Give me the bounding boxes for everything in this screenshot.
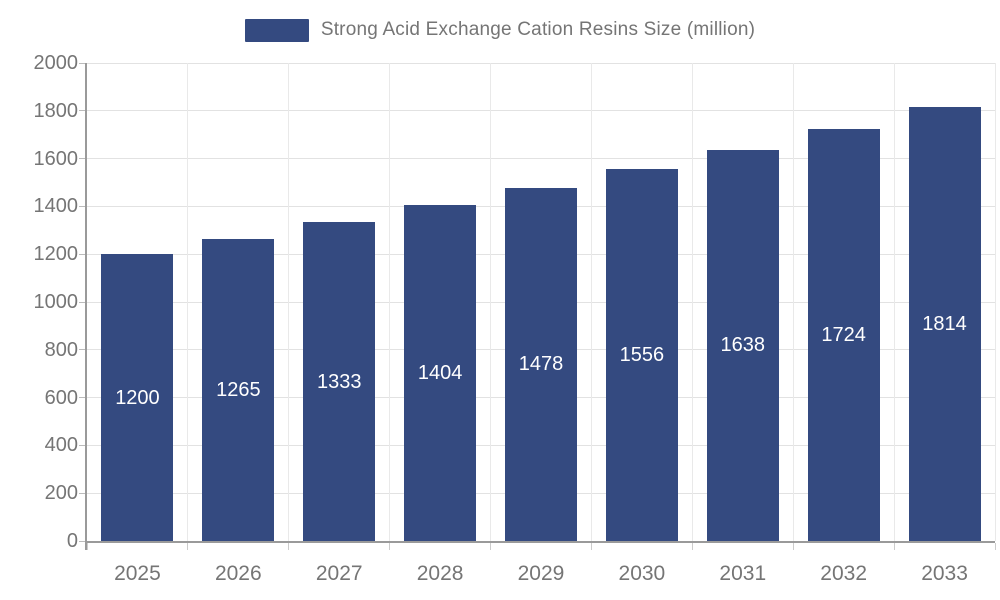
y-axis-tick [79, 301, 85, 303]
bar[interactable] [404, 205, 477, 541]
gridline-horizontal [87, 110, 995, 112]
x-tick-label: 2026 [214, 562, 262, 585]
bar[interactable] [505, 187, 577, 541]
y-tick-label: 0 [66, 530, 78, 552]
bar-value-label: 1814 [922, 313, 967, 336]
bar-value-label: 1200 [115, 386, 160, 409]
y-tick-label: 1600 [33, 147, 79, 170]
bar-value-label: 1333 [316, 370, 362, 393]
y-tick-label: 800 [44, 338, 78, 361]
gridline-vertical [590, 63, 592, 541]
x-tick-label: 2028 [416, 562, 464, 585]
bar-value-label: 1404 [417, 362, 463, 385]
y-axis-line [85, 63, 87, 550]
y-tick-label: 400 [44, 434, 78, 457]
gridline-vertical [187, 63, 189, 541]
bar[interactable] [706, 149, 779, 541]
gridline-vertical [893, 63, 895, 541]
y-tick-label: 1800 [33, 99, 79, 122]
x-axis-tick [792, 543, 794, 550]
x-axis-tick [691, 543, 693, 550]
y-axis-tick [79, 540, 85, 542]
gridline-horizontal [87, 62, 995, 64]
y-axis-tick [79, 62, 85, 64]
x-tick-label: 2029 [517, 562, 565, 585]
x-axis-tick [590, 543, 592, 550]
y-axis-tick [79, 397, 85, 399]
legend[interactable]: Strong Acid Exchange Cation Resins Size … [0, 16, 1000, 44]
bar[interactable] [202, 238, 275, 541]
gridline-vertical [389, 63, 391, 541]
bar[interactable] [807, 128, 880, 541]
x-axis-tick [994, 543, 996, 550]
x-axis-tick [288, 543, 290, 550]
x-axis-tick [86, 543, 88, 550]
y-axis-tick [79, 349, 85, 351]
bar[interactable] [908, 107, 981, 541]
x-axis-tick [490, 543, 492, 550]
bar-value-label: 1265 [216, 378, 261, 401]
y-tick-label: 1000 [33, 291, 79, 313]
y-tick-label: 200 [44, 482, 78, 505]
x-tick-label: 2025 [114, 562, 161, 585]
y-axis-tick [79, 492, 85, 494]
x-axis-line [85, 541, 995, 543]
x-axis-tick [389, 543, 391, 550]
legend-label: Strong Acid Exchange Cation Resins Size … [320, 19, 756, 40]
legend-swatch [244, 18, 309, 42]
gridline-vertical [994, 63, 996, 541]
x-axis-tick [187, 543, 189, 550]
y-axis-tick [79, 158, 85, 160]
bar[interactable] [303, 222, 376, 541]
y-axis-tick [79, 444, 85, 446]
bar-value-label: 1724 [821, 323, 866, 346]
gridline-horizontal [87, 158, 995, 160]
x-axis-tick [893, 543, 895, 550]
gridline-vertical [792, 63, 794, 541]
y-axis-tick [79, 205, 85, 207]
bar[interactable] [605, 169, 678, 541]
y-axis-tick [79, 110, 85, 112]
bar[interactable] [101, 254, 174, 541]
x-tick-label: 2030 [618, 562, 666, 585]
gridline-vertical [691, 63, 693, 541]
x-tick-label: 2033 [921, 562, 968, 585]
y-axis-tick [79, 253, 85, 255]
x-tick-label: 2031 [719, 562, 767, 585]
gridline-vertical [288, 63, 290, 541]
y-tick-label: 600 [44, 386, 78, 409]
x-tick-label: 2032 [820, 562, 868, 585]
x-tick-label: 2027 [315, 562, 363, 585]
bar-value-label: 1638 [720, 334, 766, 357]
bar-value-label: 1556 [619, 344, 665, 367]
y-tick-label: 2000 [33, 52, 79, 74]
y-tick-label: 1400 [33, 195, 79, 218]
y-tick-label: 1200 [33, 243, 79, 266]
bar-value-label: 1478 [518, 353, 564, 376]
gridline-vertical [490, 63, 492, 541]
